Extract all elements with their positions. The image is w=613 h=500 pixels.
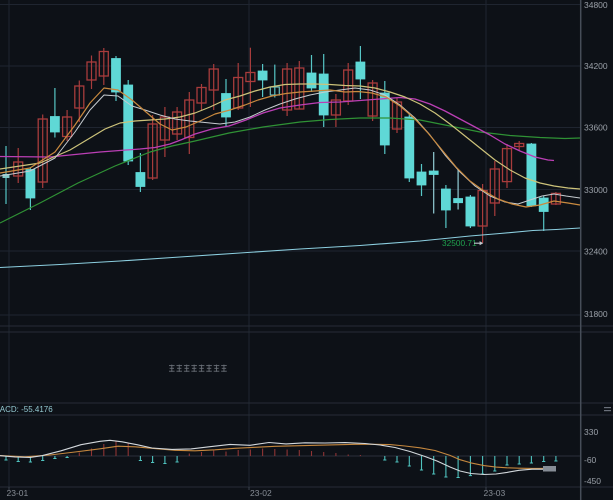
svg-text:23-03: 23-03 (484, 488, 506, 498)
svg-text:34800: 34800 (584, 0, 608, 10)
svg-text:34200: 34200 (584, 61, 608, 71)
svg-text:MACD: -55.4176: MACD: -55.4176 (0, 405, 53, 414)
svg-text:23-01: 23-01 (7, 488, 29, 498)
svg-text:-60: -60 (584, 455, 597, 465)
svg-text:33000: 33000 (584, 185, 608, 195)
svg-text:31800: 31800 (584, 309, 608, 319)
svg-text:32400: 32400 (584, 247, 608, 257)
svg-text:23-02: 23-02 (250, 488, 272, 498)
svg-text:32500.71: 32500.71 (442, 238, 477, 248)
svg-text:330: 330 (584, 427, 598, 437)
svg-text:33600: 33600 (584, 123, 608, 133)
svg-text:-450: -450 (584, 476, 601, 486)
